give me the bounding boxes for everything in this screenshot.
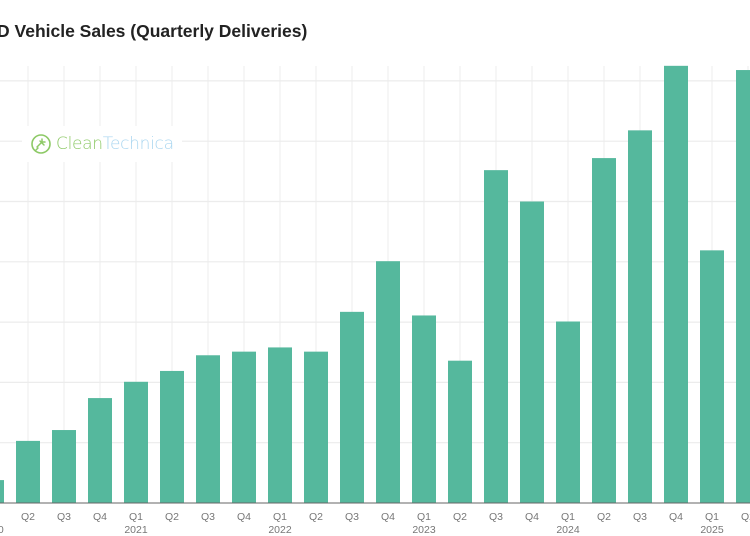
x-tick-label: Q4	[669, 511, 683, 523]
x-tick-label: Q2	[453, 511, 467, 523]
bar-q3	[484, 170, 508, 504]
x-tick-label: Q1	[417, 511, 431, 523]
bar-q4	[520, 201, 544, 503]
bar-q1-2025	[700, 250, 724, 503]
bar-q1-2021	[124, 381, 148, 503]
x-tick-label: Q3	[345, 511, 359, 523]
x-tick-label: Q1	[561, 511, 575, 523]
x-tick-label: Q4	[381, 511, 395, 523]
bar-q4	[232, 351, 256, 503]
cleantechnica-watermark: CleanTechnica	[22, 126, 182, 162]
x-year-label: 2023	[412, 524, 436, 536]
logo-technica: Technica	[102, 134, 174, 154]
chart-title: D Vehicle Sales (Quarterly Deliveries)	[0, 21, 308, 41]
bar-q2	[448, 360, 472, 503]
x-tick-label: Q3	[489, 511, 503, 523]
bars	[0, 65, 750, 504]
bar-q1-2024	[556, 321, 580, 503]
x-tick-label: Q2	[165, 511, 179, 523]
x-tick-label: Q1	[273, 511, 287, 523]
x-tick-label: Q1	[705, 511, 719, 523]
bar-q2	[592, 158, 616, 504]
x-tick-label: Q2	[597, 511, 611, 523]
bar-q2	[736, 70, 750, 504]
bar-q3	[196, 355, 220, 503]
bar-q2	[304, 351, 328, 503]
bar-q2	[160, 370, 184, 503]
x-tick-label: Q3	[201, 511, 215, 523]
x-tick-labels: Q12020Q2Q3Q4Q12021Q2Q3Q4Q12022Q2Q3Q4Q120…	[0, 511, 750, 536]
x-tick-label: Q3	[633, 511, 647, 523]
x-tick-label: Q4	[237, 511, 251, 523]
bar-q4	[664, 65, 688, 503]
x-year-label: 2025	[700, 524, 724, 536]
bar-q4	[376, 261, 400, 503]
x-tick-label: Q2	[21, 511, 35, 523]
x-year-label: 2022	[268, 524, 292, 536]
x-tick-label: Q4	[93, 511, 107, 523]
plug-leaf-icon	[31, 134, 51, 154]
x-year-label: 2024	[556, 524, 580, 536]
bar-q3	[52, 430, 76, 503]
bar-q4	[88, 398, 112, 503]
x-tick-label: Q3	[57, 511, 71, 523]
bar-q2	[16, 440, 40, 503]
x-tick-label: Q2	[309, 511, 323, 523]
x-tick-label: Q4	[525, 511, 539, 523]
bar-q1-2020	[0, 480, 4, 503]
x-year-label: 2021	[124, 524, 148, 536]
bar-q3	[340, 311, 364, 503]
bar-q1-2022	[268, 347, 292, 503]
x-tick-label: Q2	[741, 511, 750, 523]
bar-q3	[628, 130, 652, 503]
logo-clean: Clean	[56, 134, 103, 154]
x-tick-label: Q1	[129, 511, 143, 523]
bar-q1-2023	[412, 315, 436, 503]
x-year-label: 2020	[0, 524, 4, 536]
